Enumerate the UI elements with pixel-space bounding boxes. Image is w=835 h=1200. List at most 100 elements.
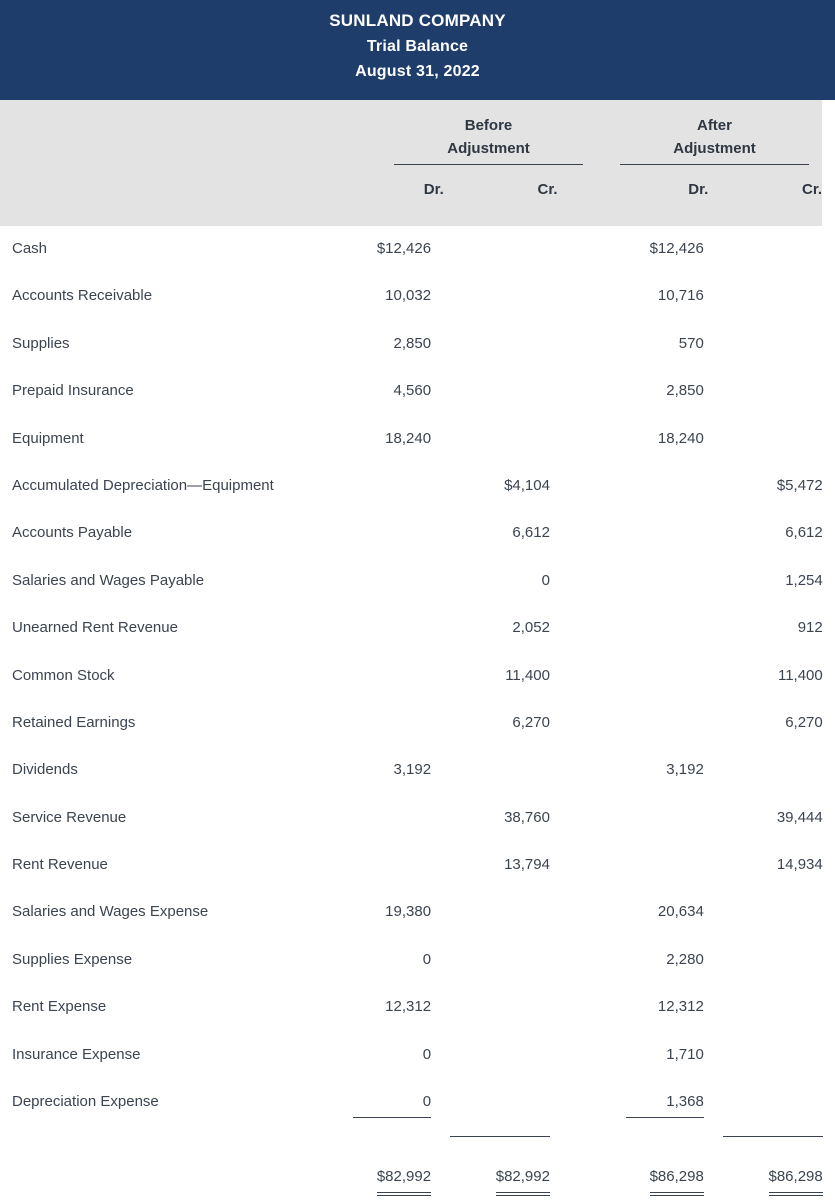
company-name: SUNLAND COMPANY	[329, 11, 506, 30]
account-name: Rent Revenue	[12, 856, 108, 874]
column-group-row: Before Adjustment After Adjustment	[0, 100, 822, 165]
cell-before-dr: 2,850	[393, 334, 432, 352]
cell-before-dr: 18,240	[385, 429, 432, 447]
totals-rule-before-cr	[449, 1136, 550, 1138]
account-name: Dividends	[12, 761, 78, 779]
table-row: Rent Revenue 13,794 14,934	[0, 852, 835, 899]
column-group-after-line1: After	[696, 117, 732, 134]
trial-balance-rows: Cash $12,426 $12,426 Accounts Receivable 10,…	[0, 236, 835, 1136]
column-header-before-dr: Dr.	[423, 181, 444, 198]
report-title-banner: SUNLAND COMPANY Trial Balance August 31,…	[0, 0, 835, 100]
table-row: Accounts Receivable 10,032 10,716	[0, 283, 835, 330]
table-row: Unearned Rent Revenue 2,052 912	[0, 615, 835, 662]
table-row: Depreciation Expense 0 1,368	[0, 1089, 835, 1136]
cell-before-dr: 0	[422, 950, 432, 968]
table-row: Salaries and Wages Payable 0 1,254	[0, 568, 835, 615]
table-row: Salaries and Wages Expense 19,380 20,634	[0, 899, 835, 946]
table-row: Equipment 18,240 18,240	[0, 426, 835, 473]
total-before-cr: $82,992	[495, 1164, 551, 1197]
account-name: Accumulated Depreciation—Equipment	[12, 476, 274, 494]
account-name: Retained Earnings	[12, 713, 136, 731]
column-header-after-cr: Cr.	[801, 181, 822, 198]
cell-before-dr: 10,032	[385, 287, 432, 305]
report-type: Trial Balance	[366, 38, 469, 55]
cell-after-dr: 2,280	[666, 950, 704, 968]
total-after-cr: $86,298	[768, 1164, 823, 1197]
total-after-dr: $86,298	[649, 1164, 705, 1197]
table-row: Accounts Payable 6,612 6,612	[0, 520, 835, 567]
column-header-band: Before Adjustment After Adjustment Dr. C…	[0, 100, 822, 226]
cell-before-cr: $4,104	[504, 476, 550, 494]
cell-after-dr: 3,192	[666, 761, 704, 779]
cell-after-dr: 10,716	[657, 287, 704, 305]
column-subheader-row: Dr. Cr. Dr. Cr.	[0, 181, 822, 198]
totals-rule-row	[0, 1136, 835, 1154]
cell-after-dr: 12,312	[657, 998, 704, 1016]
total-before-dr: $82,992	[376, 1164, 432, 1197]
account-name: Equipment	[12, 429, 84, 447]
column-header-before-cr: Cr.	[537, 181, 558, 198]
cell-after-dr: 20,634	[657, 903, 704, 921]
cell-before-cr: 13,794	[504, 856, 550, 874]
cell-before-dr: 4,560	[393, 382, 432, 400]
column-group-before-line1: Before	[464, 117, 513, 134]
cell-before-cr: 2,052	[512, 619, 550, 637]
column-group-after-line2: Adjustment	[673, 140, 756, 157]
table-row: Supplies 2,850 570	[0, 331, 835, 378]
account-name: Supplies	[12, 334, 70, 352]
cell-after-cr: 1,254	[785, 571, 823, 589]
cell-after-cr: 912	[797, 619, 823, 637]
account-name: Cash	[12, 240, 48, 257]
table-row: Service Revenue 38,760 39,444	[0, 805, 835, 852]
account-name: Insurance Expense	[12, 1045, 141, 1063]
column-group-before-adjustment: Before Adjustment	[394, 114, 583, 165]
totals-rule-after-cr	[722, 1136, 823, 1138]
table-row: Supplies Expense 0 2,280	[0, 947, 835, 994]
account-name: Accounts Payable	[12, 524, 133, 542]
cell-after-dr: 1,710	[666, 1045, 704, 1063]
cell-before-dr: 0	[353, 1089, 432, 1119]
account-name: Accounts Receivable	[12, 287, 153, 305]
table-row: Retained Earnings 6,270 6,270	[0, 710, 835, 757]
report-date: August 31, 2022	[355, 63, 480, 80]
table-row: Prepaid Insurance 4,560 2,850	[0, 378, 835, 425]
cell-after-cr: 6,270	[785, 713, 823, 731]
account-name: Common Stock	[12, 666, 115, 684]
cell-before-cr: 38,760	[504, 808, 550, 826]
column-group-before-line2: Adjustment	[447, 140, 530, 157]
cell-before-dr: 0	[422, 1045, 432, 1063]
cell-before-dr: $12,426	[376, 240, 432, 257]
table-row: Dividends 3,192 3,192	[0, 757, 835, 804]
column-header-after-dr: Dr.	[688, 181, 709, 198]
cell-after-cr: $5,472	[776, 476, 823, 494]
cell-after-dr: 2,850	[666, 382, 704, 400]
column-group-after-rule	[620, 164, 809, 165]
account-name: Rent Expense	[12, 998, 107, 1016]
cell-after-dr: 1,368	[625, 1089, 704, 1119]
table-row: Insurance Expense 0 1,710	[0, 1042, 835, 1089]
table-row: Accumulated Depreciation—Equipment $4,104…	[0, 473, 835, 520]
account-name: Prepaid Insurance	[12, 382, 134, 400]
account-name: Unearned Rent Revenue	[12, 619, 178, 637]
cell-after-cr: 14,934	[776, 856, 823, 874]
cell-after-dr: 18,240	[657, 429, 704, 447]
trial-balance-body: Cash $12,426 $12,426 Accounts Receivable 10,…	[0, 226, 835, 1197]
cell-before-cr: 6,270	[512, 713, 550, 731]
table-row: Common Stock 11,400 11,400	[0, 663, 835, 710]
account-name: Depreciation Expense	[12, 1093, 159, 1111]
column-group-after-adjustment: After Adjustment	[620, 114, 809, 165]
cell-after-dr: 570	[678, 334, 704, 352]
cell-before-cr: 6,612	[512, 524, 550, 542]
table-row: Cash $12,426 $12,426	[0, 236, 835, 283]
account-name: Salaries and Wages Expense	[12, 903, 209, 921]
cell-before-cr: 11,400	[505, 666, 550, 684]
cell-after-cr: 11,400	[777, 666, 823, 684]
cell-before-dr: 19,380	[385, 903, 432, 921]
account-name: Service Revenue	[12, 808, 127, 826]
column-group-before-rule	[394, 164, 583, 165]
cell-before-dr: 3,192	[393, 761, 432, 779]
totals-row: $82,992 $82,992 $86,298 $86,298	[0, 1164, 835, 1197]
account-name: Supplies Expense	[12, 950, 133, 968]
cell-after-dr: $12,426	[649, 240, 704, 257]
cell-before-cr: 0	[541, 571, 550, 589]
